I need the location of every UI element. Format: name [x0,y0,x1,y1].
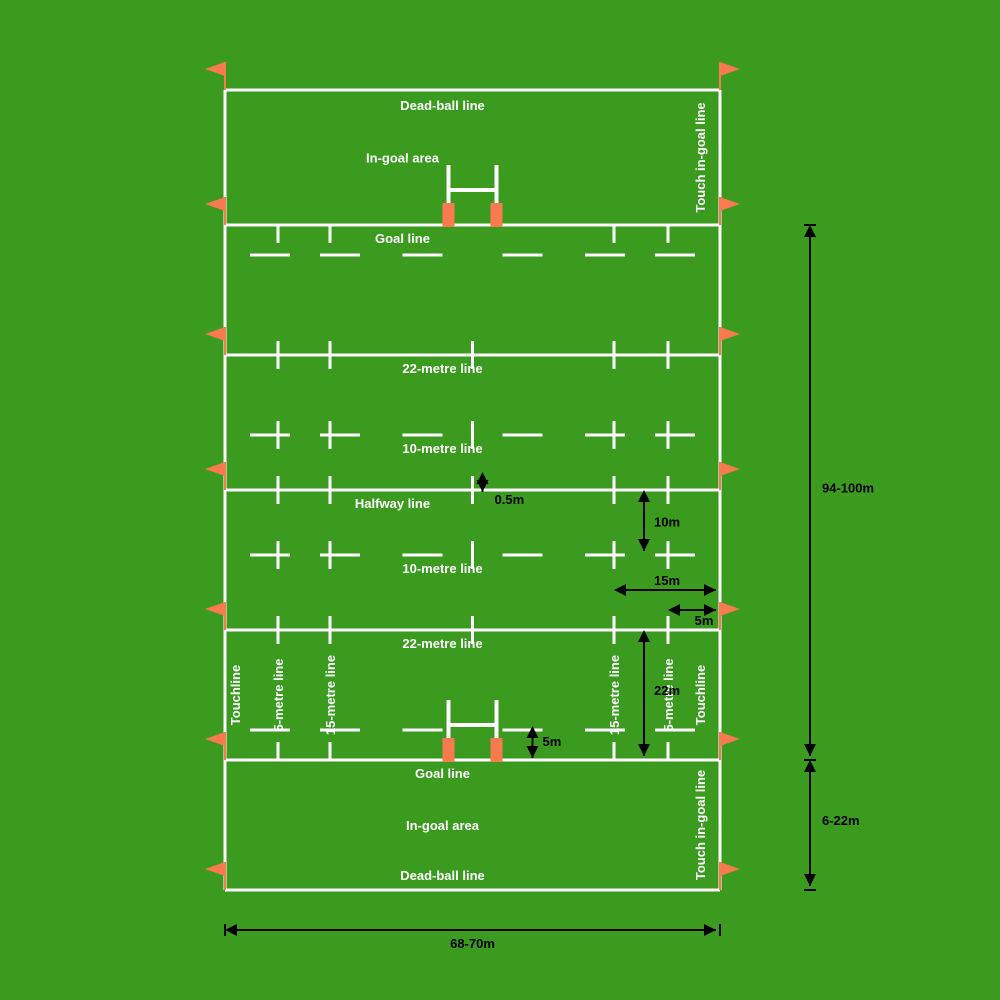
label-dead-ball-bot: Dead-ball line [400,868,485,883]
label-goal-bot: Goal line [415,766,470,781]
dim-10: 10m [654,515,680,530]
label-tigl-top: Touch in-goal line [693,102,708,212]
label-touchline-right: Touchline [693,665,708,725]
label-22-top: 22-metre line [402,361,482,376]
label-goal-top: Goal line [375,231,430,246]
dim-15: 15m [654,573,680,588]
label-ingoal-bot: In-goal area [406,818,480,833]
label-halfway: Halfway line [355,496,430,511]
dim-ingoal: 6-22m [822,813,860,828]
label-22-bot: 22-metre line [402,636,482,651]
label-tigl-bot: Touch in-goal line [693,770,708,880]
dim-5: 5m [543,734,562,749]
dim-width: 68-70m [450,936,495,951]
dim-22: 22m [654,683,680,698]
label-ingoal-top: In-goal area [366,151,440,166]
dim-5m-h: 5m [695,613,714,628]
label-15m-right: 15-metre line [607,655,622,735]
label-5m-left: 5-metre line [271,659,286,732]
label-10-top: 10-metre line [402,441,482,456]
dim-length: 94-100m [822,481,874,496]
label-touchline-left: Touchline [228,665,243,725]
label-dead-ball-top: Dead-ball line [400,98,485,113]
dim-halfm: 0.5m [495,492,525,507]
label-15m-left: 15-metre line [323,655,338,735]
rugby-pitch-diagram: Dead-ball line Dead-ball line In-goal area… [0,0,1000,1000]
label-10-bot: 10-metre line [402,561,482,576]
